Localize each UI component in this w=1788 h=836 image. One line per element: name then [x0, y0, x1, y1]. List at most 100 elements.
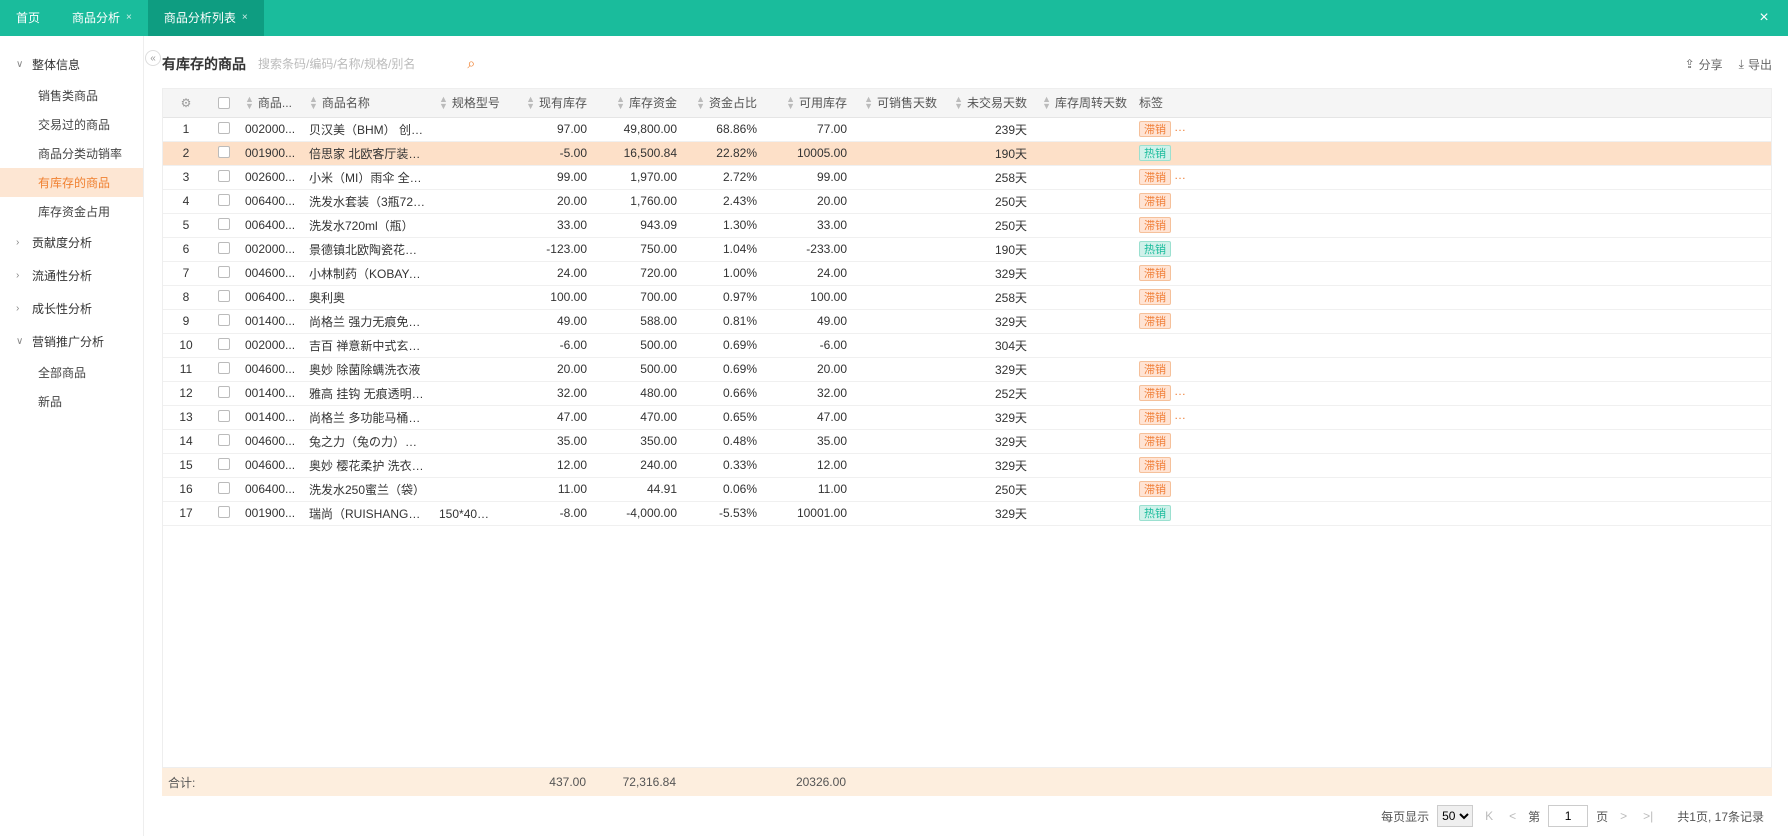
cell-pct: 22.82% — [683, 141, 763, 165]
sidebar-group-2[interactable]: ›流通性分析 — [0, 259, 143, 292]
tab-0[interactable]: 首页 — [0, 0, 56, 36]
column-header-spec[interactable]: ▲▼规格型号 — [433, 89, 503, 117]
cell-name: 雅高 挂钩 无痕透明粘钩 强 — [303, 381, 433, 405]
sidebar-group-0[interactable]: ∨整体信息 — [0, 48, 143, 81]
cell-turnDays — [1033, 381, 1133, 405]
tab-close-icon[interactable]: × — [242, 0, 248, 36]
sidebar-item-0-2[interactable]: 商品分类动销率 — [0, 139, 143, 168]
row-checkbox[interactable] — [218, 506, 230, 518]
sidebar-collapse-handle[interactable]: « — [144, 36, 162, 836]
row-checkbox[interactable] — [218, 266, 230, 278]
table-row[interactable]: 11004600...奥妙 除菌除螨洗衣液20.00500.000.69%20.… — [163, 357, 1771, 381]
tab-2[interactable]: 商品分析列表× — [148, 0, 264, 36]
column-header-fund[interactable]: ▲▼库存资金 — [593, 89, 683, 117]
row-index: 1 — [163, 117, 209, 141]
sidebar-item-0-0[interactable]: 销售类商品 — [0, 81, 143, 110]
tag-滞销: 滞销 — [1139, 409, 1171, 425]
column-header-name[interactable]: ▲▼商品名称 — [303, 89, 433, 117]
row-checkbox[interactable] — [218, 218, 230, 230]
cell-name: 洗发水720ml（瓶） — [303, 213, 433, 237]
sidebar-item-0-1[interactable]: 交易过的商品 — [0, 110, 143, 139]
row-checkbox[interactable] — [218, 482, 230, 494]
row-checkbox[interactable] — [218, 434, 230, 446]
sidebar-item-0-3[interactable]: 有库存的商品 — [0, 168, 143, 197]
row-checkbox[interactable] — [218, 314, 230, 326]
gear-icon[interactable]: ⚙ — [181, 96, 192, 110]
page-next-button[interactable]: > — [1616, 809, 1631, 823]
row-checkbox[interactable] — [218, 170, 230, 182]
table-row[interactable]: 14004600...兔之力（兔の力）粘毛器粘35.00350.000.48%3… — [163, 429, 1771, 453]
column-header-noTrade[interactable]: ▲▼未交易天数 — [943, 89, 1033, 117]
table-row[interactable]: 12001400...雅高 挂钩 无痕透明粘钩 强32.00480.000.66… — [163, 381, 1771, 405]
table-row[interactable]: 1002000...贝汉美（BHM） 创意北欧97.0049,800.0068.… — [163, 117, 1771, 141]
cell-name: 吉百 禅意新中式玄关摆件套 — [303, 333, 433, 357]
row-index: 8 — [163, 285, 209, 309]
close-all-tabs-button[interactable]: × — [1748, 0, 1780, 36]
table-row[interactable]: 13001400...尚格兰 多功能马桶刷套装 带47.00470.000.65… — [163, 405, 1771, 429]
cell-code: 004600... — [239, 429, 303, 453]
column-header-code[interactable]: ▲▼商品... — [239, 89, 303, 117]
select-all-checkbox[interactable] — [218, 97, 230, 109]
page-last-button[interactable]: >| — [1639, 809, 1657, 823]
page-prev-button[interactable]: < — [1505, 809, 1520, 823]
sidebar-item-4-0[interactable]: 全部商品 — [0, 358, 143, 387]
table-row[interactable]: 5006400...洗发水720ml（瓶）33.00943.091.30%33.… — [163, 213, 1771, 237]
table-row[interactable]: 10002000...吉百 禅意新中式玄关摆件套-6.00500.000.69%… — [163, 333, 1771, 357]
cell-code: 006400... — [239, 189, 303, 213]
column-header-turnDays[interactable]: ▲▼库存周转天数 — [1033, 89, 1133, 117]
row-checkbox[interactable] — [218, 122, 230, 134]
tab-1[interactable]: 商品分析× — [56, 0, 148, 36]
search-input[interactable] — [258, 53, 458, 75]
sidebar-group-1[interactable]: ›贡献度分析 — [0, 226, 143, 259]
row-checkbox[interactable] — [218, 146, 230, 158]
cell-stock: 24.00 — [503, 261, 593, 285]
export-button[interactable]: ⤓ 导出 — [1739, 56, 1772, 73]
row-checkbox[interactable] — [218, 386, 230, 398]
page-number-input[interactable] — [1548, 805, 1588, 827]
cell-avail: 10005.00 — [763, 141, 853, 165]
sidebar-item-0-4[interactable]: 库存资金占用 — [0, 197, 143, 226]
table-row[interactable]: 4006400...洗发水套装（3瓶720ml+1）20.001,760.002… — [163, 189, 1771, 213]
cell-noTrade: 250天 — [943, 213, 1033, 237]
table-row[interactable]: 9001400...尚格兰 强力无痕免打孔浴室49.00588.000.81%4… — [163, 309, 1771, 333]
cell-turnDays — [1033, 141, 1133, 165]
tag-滞销: 滞销 — [1139, 385, 1171, 401]
sidebar-item-4-1[interactable]: 新品 — [0, 387, 143, 416]
row-checkbox[interactable] — [218, 242, 230, 254]
table-row[interactable]: 3002600...小米（MI）雨伞 全自动折叠99.001,970.002.7… — [163, 165, 1771, 189]
column-header-saleDays[interactable]: ▲▼可销售天数 — [853, 89, 943, 117]
table-row[interactable]: 7004600...小林制药（KOBAYASHI）E24.00720.001.0… — [163, 261, 1771, 285]
cell-pct: 0.06% — [683, 477, 763, 501]
table-row[interactable]: 2001900...倍思家 北欧客厅装饰画卧室-5.0016,500.8422.… — [163, 141, 1771, 165]
cell-pct: 0.69% — [683, 333, 763, 357]
table-row[interactable]: 6002000...景德镇北欧陶瓷花瓶摆件 优-123.00750.001.04… — [163, 237, 1771, 261]
sidebar-group-3[interactable]: ›成长性分析 — [0, 292, 143, 325]
cell-stock: -123.00 — [503, 237, 593, 261]
row-index: 9 — [163, 309, 209, 333]
cell-name: 贝汉美（BHM） 创意北欧 — [303, 117, 433, 141]
table-row[interactable]: 15004600...奥妙 樱花柔护 洗衣凝珠 1012.00240.000.3… — [163, 453, 1771, 477]
table-row[interactable]: 8006400...奥利奥100.00700.000.97%100.00258天… — [163, 285, 1771, 309]
cell-stock: 100.00 — [503, 285, 593, 309]
table-row[interactable]: 17001900...瑞尚（RUISHANG） 卧室装150*40厘米-8.00… — [163, 501, 1771, 525]
row-checkbox[interactable] — [218, 458, 230, 470]
cell-spec — [433, 117, 503, 141]
per-page-select[interactable]: 50 — [1437, 805, 1473, 827]
column-header-stock[interactable]: ▲▼现有库存 — [503, 89, 593, 117]
search-icon[interactable]: ⌕ — [467, 55, 475, 71]
row-checkbox[interactable] — [218, 290, 230, 302]
tag-滞销: 滞销 — [1139, 481, 1171, 497]
row-checkbox[interactable] — [218, 410, 230, 422]
sidebar-group-4[interactable]: ∨营销推广分析 — [0, 325, 143, 358]
share-button[interactable]: ⇪ 分享 — [1685, 56, 1723, 73]
page-first-button[interactable]: K — [1481, 809, 1497, 823]
table-row[interactable]: 16006400...洗发水250蜜兰（袋）11.0044.910.06%11.… — [163, 477, 1771, 501]
cell-stock: 35.00 — [503, 429, 593, 453]
column-header-avail[interactable]: ▲▼可用库存 — [763, 89, 853, 117]
tab-close-icon[interactable]: × — [126, 0, 132, 36]
column-header-pct[interactable]: ▲▼资金占比 — [683, 89, 763, 117]
row-checkbox[interactable] — [218, 194, 230, 206]
row-checkbox[interactable] — [218, 362, 230, 374]
row-checkbox[interactable] — [218, 338, 230, 350]
cell-code: 001900... — [239, 501, 303, 525]
